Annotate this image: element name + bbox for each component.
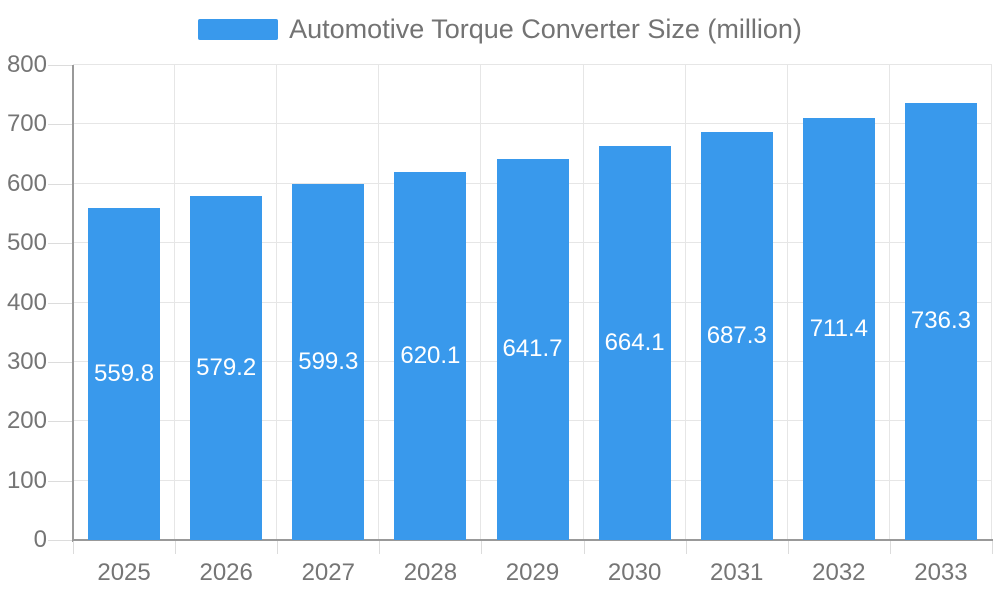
x-axis-label: 2031 [710, 559, 764, 586]
bar-2030[interactable]: 664.1 [598, 145, 671, 540]
gridline-vertical [685, 65, 686, 540]
x-axis-tick [686, 541, 687, 554]
y-axis-tick [48, 243, 72, 245]
x-axis-label: 2025 [97, 559, 151, 586]
bar-2028[interactable]: 620.1 [394, 171, 467, 540]
bar-value-label: 664.1 [604, 328, 665, 356]
x-axis-label: 2026 [199, 559, 253, 586]
bar-value-label: 736.3 [910, 307, 971, 335]
x-axis-tick [277, 541, 278, 554]
gridline-vertical [991, 65, 992, 540]
y-axis-label: 0 [33, 526, 47, 553]
bar-value-label: 641.7 [502, 335, 563, 363]
bar-value-label: 599.3 [298, 348, 359, 376]
y-axis-label: 200 [6, 407, 47, 435]
gridline-vertical [378, 65, 379, 540]
bar-value-label: 579.2 [196, 354, 257, 382]
y-axis-label: 600 [6, 169, 47, 197]
x-axis-label: 2030 [607, 559, 662, 586]
y-axis-tick [48, 540, 72, 541]
x-axis-tick [379, 541, 380, 554]
y-axis-tick [48, 65, 72, 66]
x-axis-label: 2027 [301, 559, 355, 586]
legend-item[interactable]: Automotive Torque Converter Size (millio… [198, 14, 802, 45]
x-axis-tick [788, 541, 789, 554]
x-axis-tick [992, 541, 993, 554]
x-axis-tick [890, 541, 891, 554]
y-axis-tick [48, 183, 72, 185]
y-axis-label: 700 [6, 110, 47, 138]
y-axis-line [72, 65, 74, 542]
gridline-vertical [174, 65, 175, 540]
y-axis-tick [48, 124, 72, 126]
bar-2033[interactable]: 736.3 [904, 102, 977, 540]
x-axis-label: 2032 [812, 559, 866, 586]
y-axis-label: 300 [6, 347, 47, 375]
bar-2032[interactable]: 711.4 [802, 117, 875, 540]
y-axis-tick [48, 480, 72, 482]
legend-swatch [198, 19, 279, 40]
y-axis-label: 500 [6, 229, 47, 257]
bar-2026[interactable]: 579.2 [190, 196, 263, 540]
y-axis-label: 400 [6, 288, 47, 316]
bar-value-label: 559.8 [94, 359, 155, 387]
bar-value-label: 711.4 [809, 314, 868, 342]
x-axis-tick [584, 541, 585, 554]
gridline-vertical [276, 65, 277, 540]
y-axis-label: 100 [6, 466, 47, 494]
gridline-horizontal [73, 64, 992, 65]
x-axis-tick [73, 541, 74, 554]
gridline-vertical [583, 65, 584, 540]
y-axis-label: 800 [6, 51, 47, 78]
y-axis-tick [48, 361, 72, 363]
x-axis-line [72, 539, 993, 541]
gridline-vertical [787, 65, 788, 540]
plot-area: 559.8 579.2 599.3 620.1 641.7 664.1 687.3 711.4… [73, 64, 992, 540]
y-axis-tick [48, 421, 72, 423]
gridline-vertical [889, 65, 890, 540]
y-axis-tick [48, 302, 72, 304]
x-axis-tick [175, 541, 176, 554]
gridline-horizontal [73, 123, 992, 125]
x-axis-label: 2029 [505, 559, 560, 586]
bar-2025[interactable]: 559.8 [88, 207, 161, 540]
bar-value-label: 620.1 [400, 341, 461, 369]
gridline-vertical [480, 65, 481, 540]
legend-label: Automotive Torque Converter Size (millio… [289, 14, 802, 44]
x-axis-label: 2033 [914, 559, 968, 586]
bar-2029[interactable]: 641.7 [496, 158, 569, 540]
x-axis-tick [481, 541, 482, 554]
x-axis-label: 2028 [403, 559, 458, 586]
bar-2031[interactable]: 687.3 [700, 131, 773, 540]
bar-value-label: 687.3 [706, 321, 767, 349]
legend: Automotive Torque Converter Size (millio… [0, 14, 1000, 45]
bar-2027[interactable]: 599.3 [292, 184, 365, 540]
